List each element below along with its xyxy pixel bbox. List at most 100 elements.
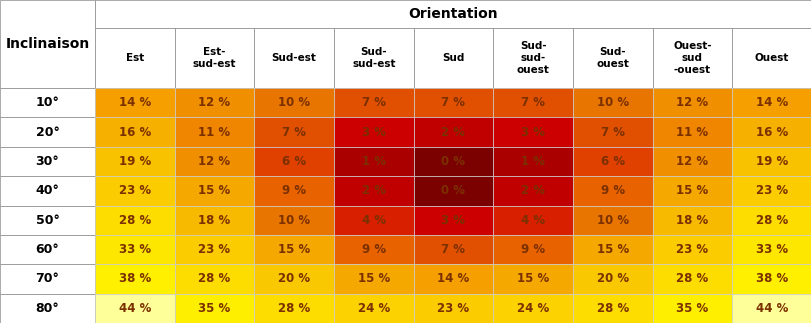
Bar [0, 264, 95, 294]
Bar [174, 28, 254, 88]
Bar [652, 117, 732, 147]
Text: 19 %: 19 % [755, 155, 787, 168]
Bar [95, 88, 174, 117]
Text: 1 %: 1 % [521, 155, 544, 168]
Bar [573, 294, 652, 323]
Text: 6 %: 6 % [600, 155, 624, 168]
Bar [732, 147, 811, 176]
Bar [413, 294, 493, 323]
Bar [413, 176, 493, 205]
Text: 50°: 50° [36, 214, 59, 227]
Bar [95, 235, 174, 264]
Text: 3 %: 3 % [362, 126, 385, 139]
Bar [732, 205, 811, 235]
Bar [732, 264, 811, 294]
Text: 16 %: 16 % [118, 126, 151, 139]
Text: 2 %: 2 % [521, 184, 544, 197]
Text: Est-
sud-est: Est- sud-est [192, 47, 236, 69]
Bar [254, 147, 333, 176]
Text: 28 %: 28 % [198, 272, 230, 286]
Text: 12 %: 12 % [198, 155, 230, 168]
Text: 9 %: 9 % [362, 243, 385, 256]
Bar [254, 294, 333, 323]
Text: 12 %: 12 % [676, 96, 708, 109]
Text: 18 %: 18 % [198, 214, 230, 227]
Text: 14 %: 14 % [437, 272, 469, 286]
Text: 2 %: 2 % [362, 184, 385, 197]
Bar [333, 88, 413, 117]
Text: 10 %: 10 % [596, 214, 629, 227]
Text: Sud-est: Sud-est [272, 53, 316, 63]
Bar [174, 205, 254, 235]
Text: Sud: Sud [442, 53, 464, 63]
Bar [254, 264, 333, 294]
Bar [0, 294, 95, 323]
Text: Sud-
sud-est: Sud- sud-est [352, 47, 395, 69]
Bar [413, 264, 493, 294]
Text: 12 %: 12 % [676, 155, 708, 168]
Text: 15 %: 15 % [676, 184, 708, 197]
Bar [573, 205, 652, 235]
Text: 9 %: 9 % [600, 184, 624, 197]
Bar [573, 147, 652, 176]
Bar [254, 28, 333, 88]
Bar [732, 117, 811, 147]
Bar [174, 294, 254, 323]
Text: 7 %: 7 % [600, 126, 624, 139]
Text: 0 %: 0 % [441, 155, 465, 168]
Bar [0, 0, 95, 88]
Text: 3 %: 3 % [521, 126, 544, 139]
Text: 7 %: 7 % [521, 96, 544, 109]
Text: 4 %: 4 % [362, 214, 385, 227]
Text: 15 %: 15 % [277, 243, 310, 256]
Text: 24 %: 24 % [517, 302, 548, 315]
Text: 15 %: 15 % [596, 243, 629, 256]
Bar [254, 117, 333, 147]
Bar [174, 147, 254, 176]
Text: 19 %: 19 % [118, 155, 151, 168]
Bar [573, 235, 652, 264]
Bar [493, 294, 573, 323]
Text: 28 %: 28 % [118, 214, 151, 227]
Bar [333, 205, 413, 235]
Text: Ouest: Ouest [754, 53, 788, 63]
Text: Orientation: Orientation [408, 7, 498, 21]
Text: 7 %: 7 % [441, 96, 465, 109]
Bar [333, 147, 413, 176]
Bar [413, 147, 493, 176]
Text: 24 %: 24 % [358, 302, 389, 315]
Bar [0, 117, 95, 147]
Text: 40°: 40° [36, 184, 59, 197]
Bar [95, 28, 174, 88]
Bar [254, 88, 333, 117]
Text: 3 %: 3 % [441, 214, 465, 227]
Bar [174, 117, 254, 147]
Text: 14 %: 14 % [755, 96, 787, 109]
Bar [493, 88, 573, 117]
Bar [95, 147, 174, 176]
Bar [333, 264, 413, 294]
Bar [493, 205, 573, 235]
Text: 4 %: 4 % [521, 214, 544, 227]
Text: 80°: 80° [36, 302, 59, 315]
Text: 12 %: 12 % [198, 96, 230, 109]
Bar [95, 0, 811, 28]
Bar [174, 88, 254, 117]
Bar [493, 176, 573, 205]
Text: Est: Est [126, 53, 144, 63]
Text: 33 %: 33 % [118, 243, 151, 256]
Bar [652, 294, 732, 323]
Bar [95, 264, 174, 294]
Bar [493, 235, 573, 264]
Bar [573, 117, 652, 147]
Text: 35 %: 35 % [676, 302, 708, 315]
Bar [652, 147, 732, 176]
Text: 23 %: 23 % [676, 243, 708, 256]
Text: 20°: 20° [36, 126, 59, 139]
Bar [0, 205, 95, 235]
Text: 30°: 30° [36, 155, 59, 168]
Text: Ouest-
sud
-ouest: Ouest- sud -ouest [672, 41, 711, 75]
Text: 38 %: 38 % [118, 272, 151, 286]
Bar [573, 264, 652, 294]
Bar [333, 294, 413, 323]
